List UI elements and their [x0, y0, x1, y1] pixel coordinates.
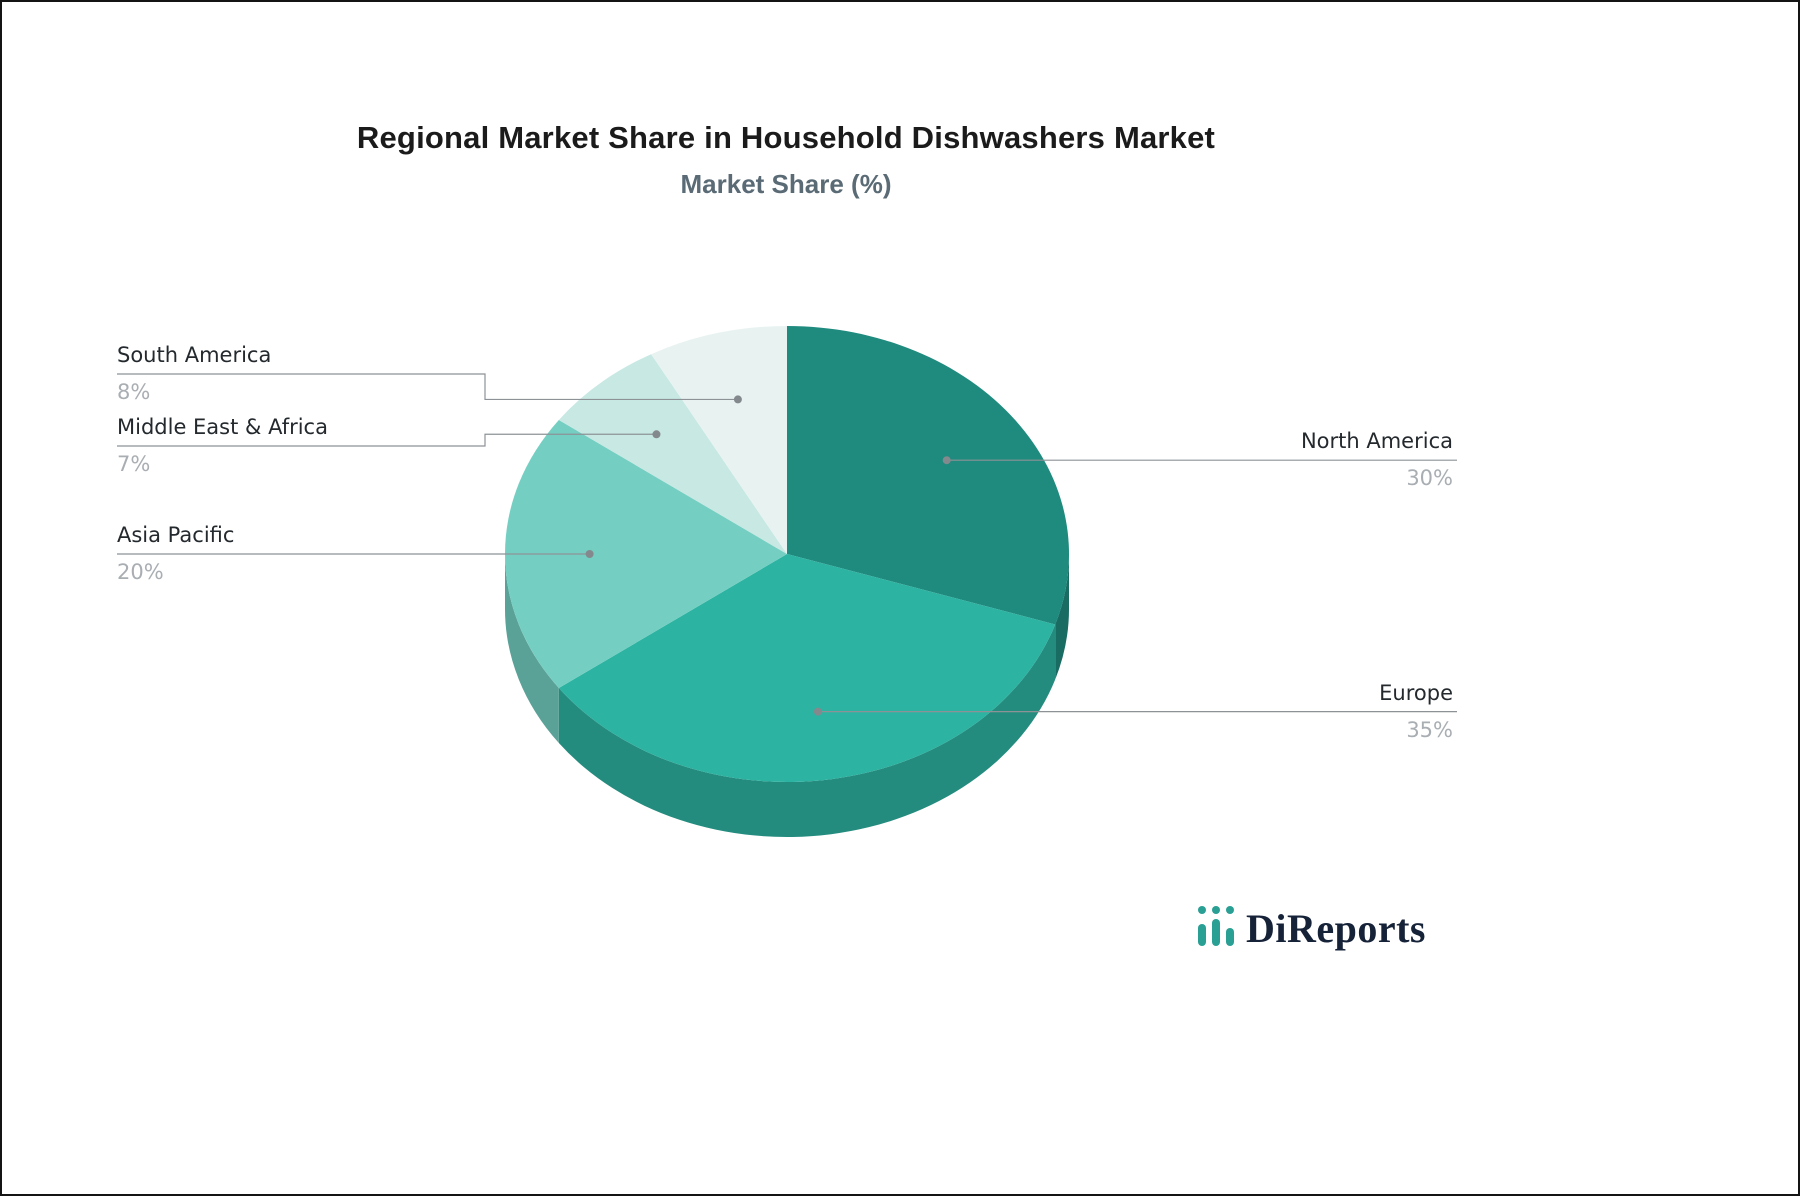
- logo-bar: [1197, 924, 1206, 946]
- pie-slice-asia-pacific[interactable]: [504, 419, 787, 689]
- label-name: North America: [1300, 429, 1453, 453]
- pie-side-north-america: [1055, 554, 1069, 680]
- label-name: South America: [117, 343, 272, 367]
- label-south-america: South America 8%: [117, 342, 517, 405]
- leader-dot-south-america: [733, 395, 742, 404]
- bar-chart-icon: [1197, 906, 1234, 946]
- chart-title: Regional Market Share in Household Dishw…: [356, 120, 1216, 155]
- logo-dot: [1197, 906, 1206, 914]
- label-value: 30%: [1406, 466, 1453, 490]
- chart-subtitle: Market Share (%): [680, 169, 892, 199]
- logo-text: DiReports: [1245, 905, 1426, 951]
- direports-logo: DiReports: [1195, 904, 1426, 952]
- label-middle-east-africa: Middle East & Africa 7%: [117, 414, 517, 477]
- logo-dot: [1225, 906, 1234, 914]
- label-name: Europe: [1379, 681, 1453, 705]
- label-value: 7%: [117, 452, 151, 476]
- leader-dot-north-america: [942, 456, 951, 465]
- label-north-america: North America 30%: [1033, 428, 1453, 491]
- pie-slice-middle-east-africa[interactable]: [558, 354, 787, 554]
- label-name: Middle East & Africa: [117, 415, 328, 439]
- leader-dot-middle-east-africa: [652, 430, 661, 439]
- label-value: 35%: [1406, 718, 1453, 742]
- logo-bar: [1225, 928, 1234, 946]
- leader-dot-europe: [813, 707, 822, 716]
- pie-slice-south-america[interactable]: [651, 326, 787, 554]
- leader-line-middle-east-africa: [117, 433, 657, 447]
- label-asia-pacific: Asia Pacific 20%: [117, 522, 517, 585]
- leader-dot-asia-pacific: [585, 550, 594, 558]
- pie-slice-north-america[interactable]: [787, 326, 1069, 625]
- pie-side-asia-pacific: [505, 554, 559, 744]
- label-value: 8%: [117, 380, 151, 404]
- label-value: 20%: [117, 560, 164, 584]
- logo-dot: [1211, 906, 1220, 914]
- leader-line-south-america: [117, 373, 738, 401]
- pie-slice-europe[interactable]: [558, 554, 1056, 782]
- logo-bar: [1211, 919, 1220, 946]
- label-name: Asia Pacific: [117, 523, 235, 547]
- label-europe: Europe 35%: [1033, 680, 1453, 743]
- pie-side-europe: [558, 624, 1056, 837]
